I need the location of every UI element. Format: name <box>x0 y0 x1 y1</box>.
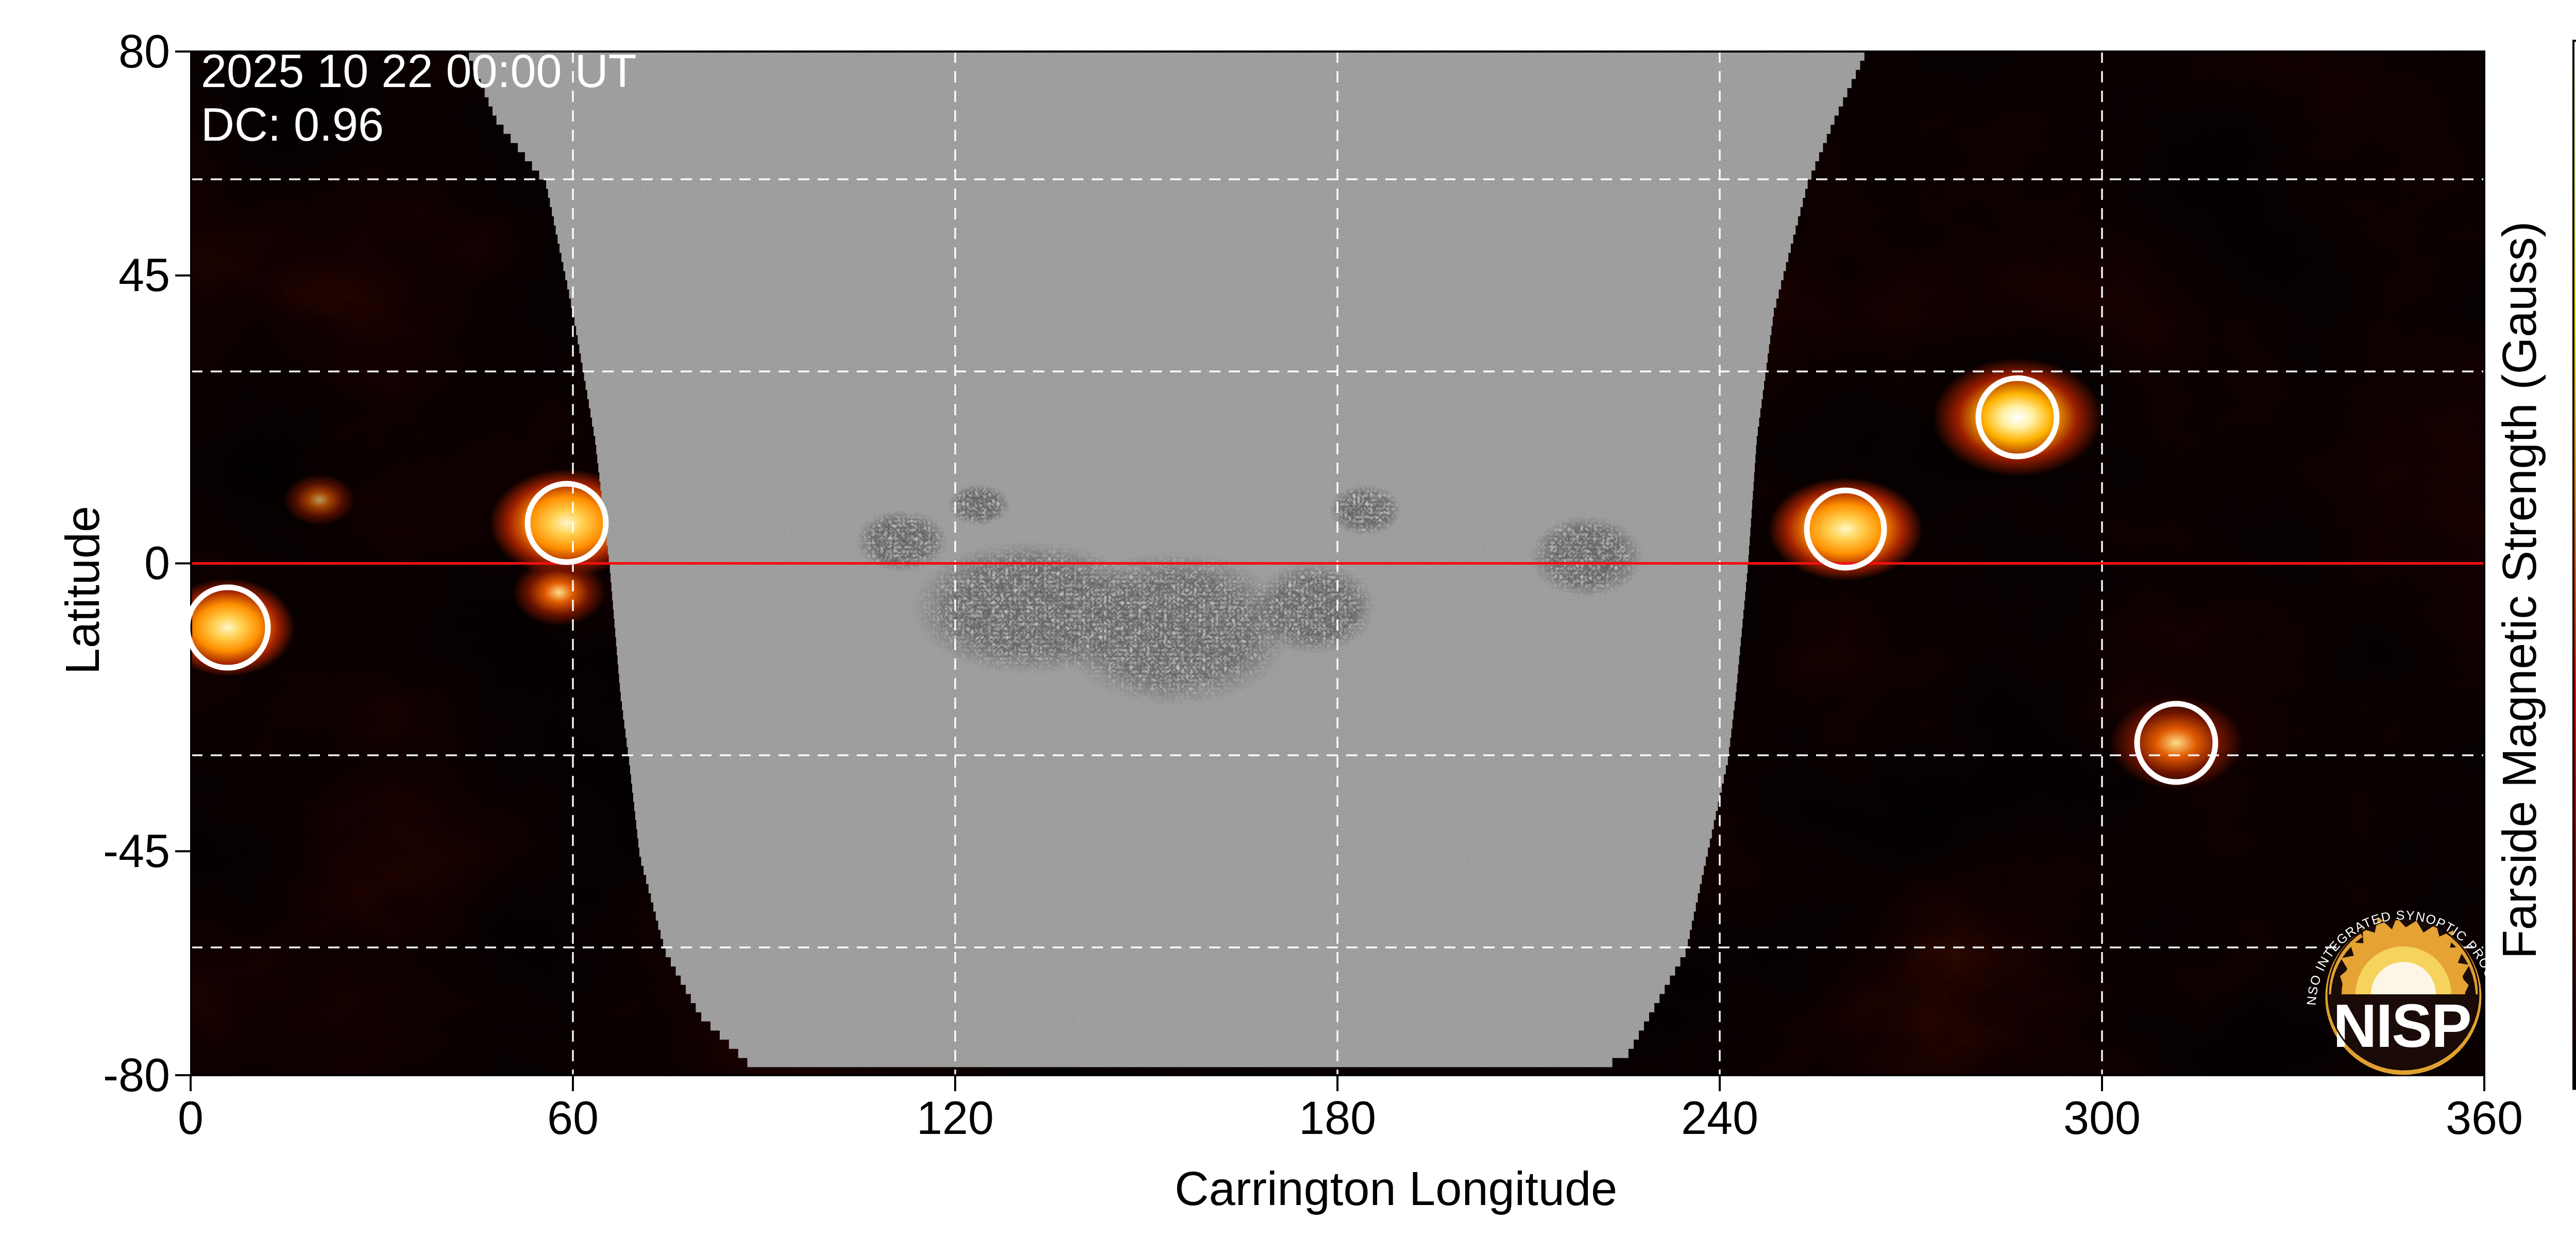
svg-text:NISP: NISP <box>2333 992 2470 1060</box>
